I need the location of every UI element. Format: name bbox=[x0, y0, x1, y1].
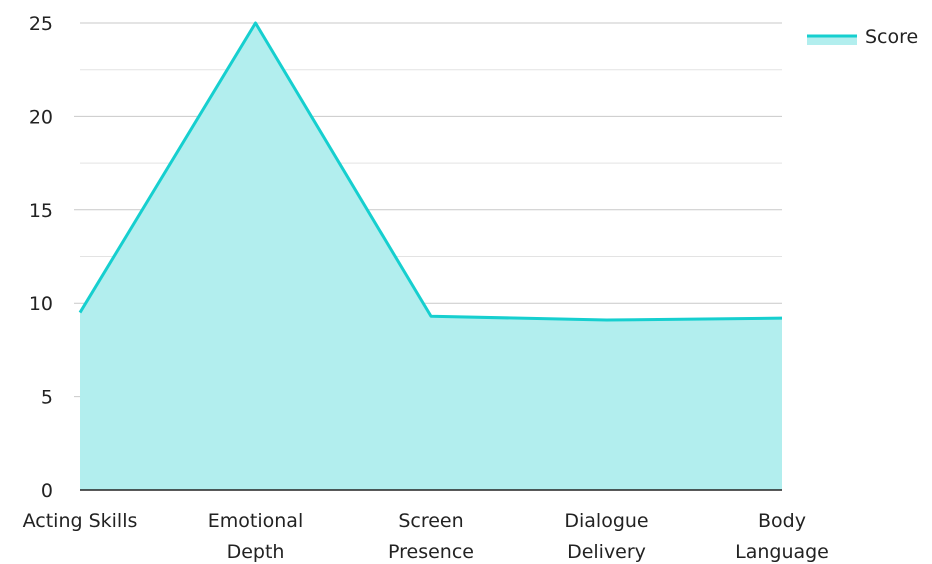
series-area-score bbox=[80, 23, 782, 490]
series-line-score bbox=[78, 21, 783, 322]
legend-swatch-score bbox=[807, 36, 857, 45]
y-tick-label: 5 bbox=[41, 387, 53, 409]
y-tick-label: 20 bbox=[29, 106, 53, 128]
x-tick-label: Dialogue Delivery bbox=[564, 510, 648, 563]
legend-label-score: Score bbox=[865, 26, 918, 48]
x-tick-label: Body Language bbox=[735, 510, 829, 563]
x-tick-label: Screen Presence bbox=[388, 510, 474, 563]
x-tick-label: Emotional Depth bbox=[208, 510, 303, 563]
y-tick-label: 15 bbox=[29, 200, 53, 222]
x-axis-ticks: Acting Skills Emotional Depth Screen Presenc… bbox=[23, 510, 829, 563]
y-axis-ticks: 0 5 10 15 20 25 bbox=[29, 13, 53, 502]
y-tick-label: 0 bbox=[41, 480, 53, 502]
y-tick-label: 25 bbox=[29, 13, 53, 35]
x-tick-label: Acting Skills bbox=[23, 510, 138, 532]
y-tick-label: 10 bbox=[29, 293, 53, 315]
legend: Score bbox=[807, 26, 918, 48]
